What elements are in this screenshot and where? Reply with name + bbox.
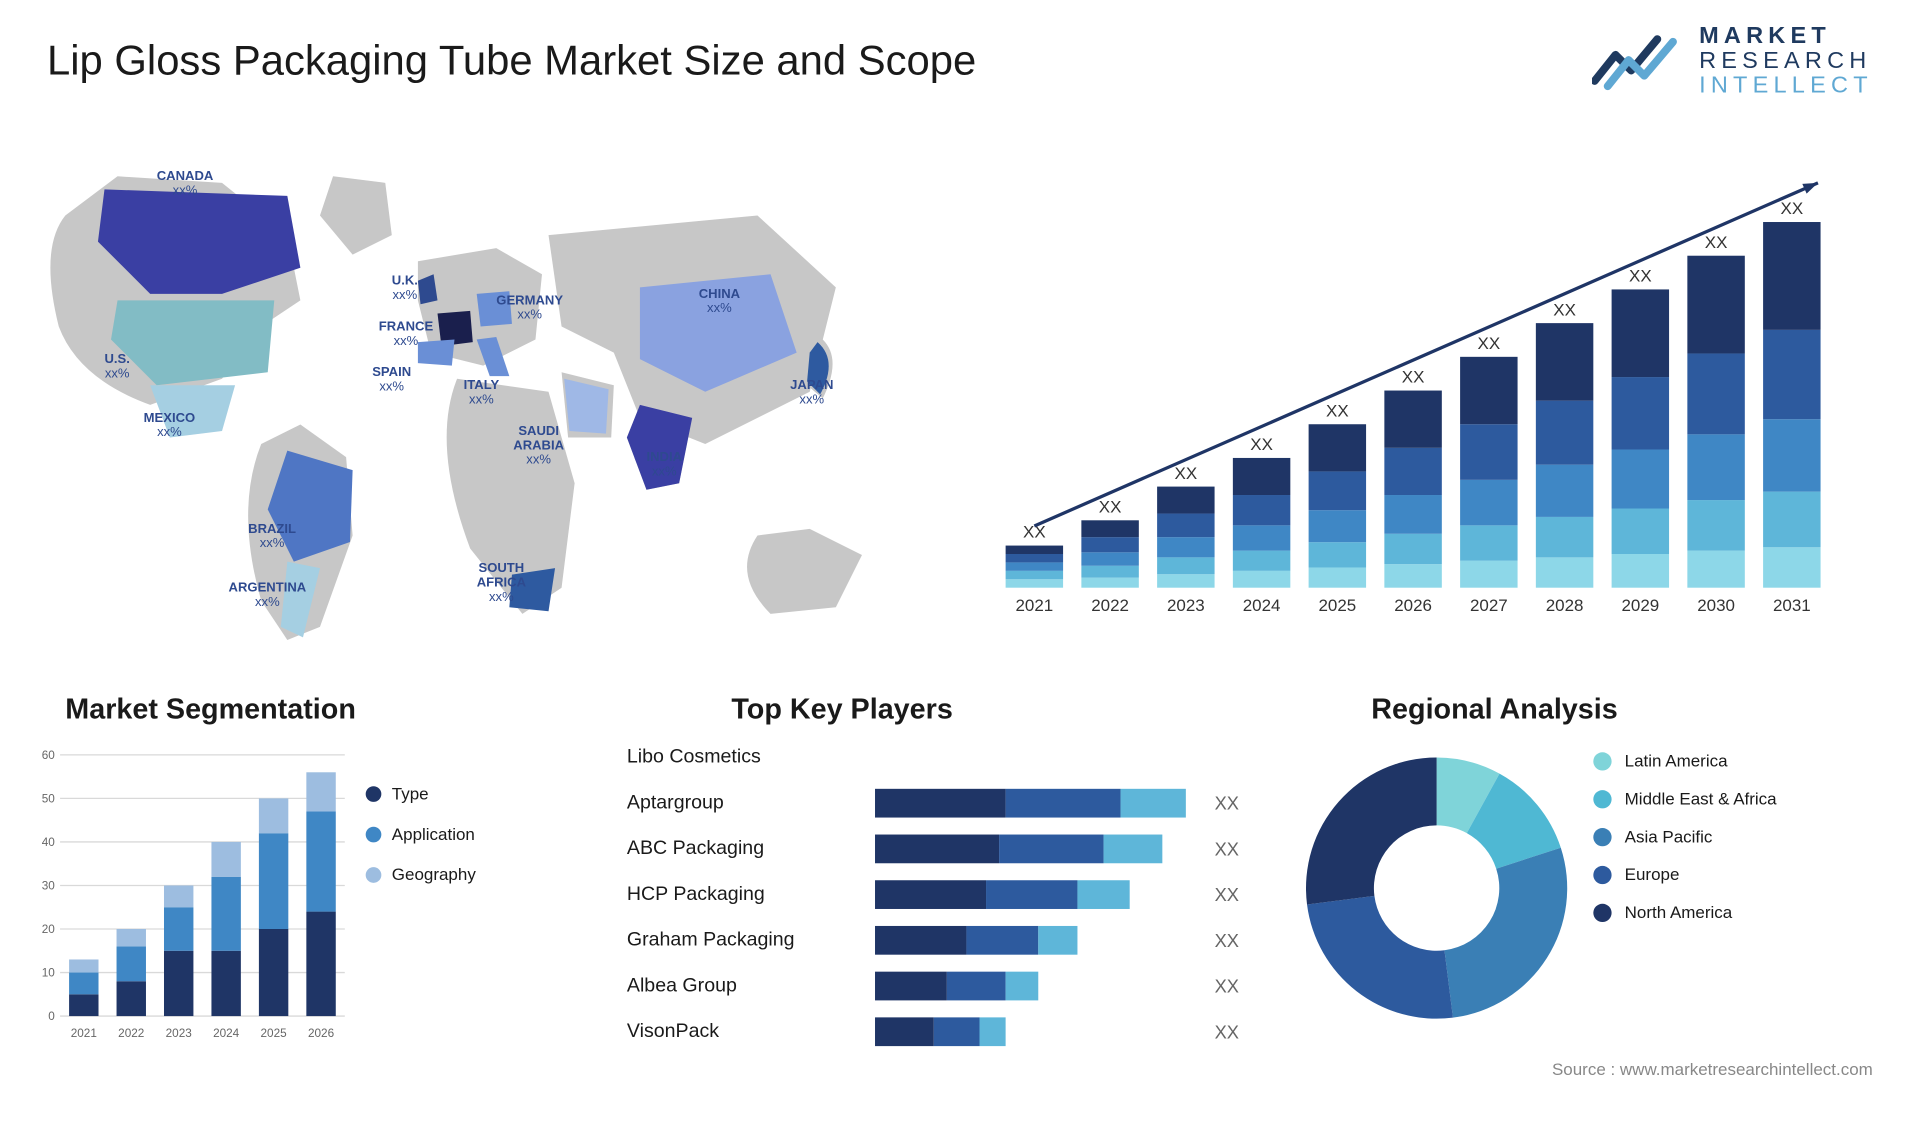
svg-text:XX: XX (1099, 497, 1122, 516)
map-label: SAUDIARABIAxx% (513, 424, 564, 467)
map-label: ARGENTINAxx% (229, 581, 307, 610)
player-row: Libo Cosmetics (627, 738, 1254, 776)
segmentation-title: Market Segmentation (65, 692, 356, 726)
source-attribution: Source : www.marketresearchintellect.com (1552, 1059, 1873, 1079)
market-size-chart: XX 2021 XX 2022 XX 2023 XX 2024 XX 2025 XX 2026 XX 20… (993, 157, 1829, 627)
world-map: CANADAxx% U.S.xx% MEXICOxx% BRAZILxx% ARGENT… (26, 144, 940, 666)
player-label: Libo Cosmetics (627, 746, 875, 768)
svg-text:XX: XX (1250, 435, 1273, 454)
map-label: FRANCExx% (379, 320, 433, 349)
player-row: AptargroupXX (627, 784, 1254, 822)
player-row: VisonPackXX (627, 1012, 1254, 1050)
map-label: CHINAxx% (699, 287, 740, 316)
segmentation-chart: 0 10 20 30 40 50 60 2021 2022 2023 2024 2025 2026 (26, 744, 353, 1044)
legend-item: Latin America (1593, 751, 1776, 771)
map-label: ITALYxx% (464, 379, 500, 408)
page-title: Lip Gloss Packaging Tube Market Size and… (47, 37, 976, 85)
legend-item: Asia Pacific (1593, 827, 1776, 847)
player-row: HCP PackagingXX (627, 875, 1254, 913)
svg-text:2026: 2026 (308, 1027, 335, 1040)
svg-text:2021: 2021 (71, 1027, 97, 1040)
map-label: CANADAxx% (157, 170, 214, 199)
player-label: Graham Packaging (627, 929, 875, 951)
svg-text:XX: XX (1175, 464, 1198, 483)
svg-text:2026: 2026 (1394, 596, 1432, 615)
svg-text:2029: 2029 (1621, 596, 1659, 615)
svg-text:10: 10 (42, 966, 56, 979)
svg-text:2025: 2025 (261, 1027, 288, 1040)
svg-text:XX: XX (1705, 233, 1728, 252)
logo-line3: INTELLECT (1699, 73, 1873, 98)
svg-text:2021: 2021 (1015, 596, 1053, 615)
player-label: Aptargroup (627, 791, 875, 813)
segmentation-legend: Type Application Geography (366, 784, 476, 905)
brand-logo: MARKET RESEARCH INTELLECT (1592, 24, 1873, 98)
svg-text:2023: 2023 (1167, 596, 1205, 615)
player-row: Albea GroupXX (627, 966, 1254, 1004)
map-label: GERMANYxx% (496, 294, 563, 323)
legend-item: Europe (1593, 865, 1776, 885)
logo-mark-icon (1592, 29, 1683, 92)
regional-legend: Latin America Middle East & Africa Asia Pa… (1593, 751, 1776, 940)
svg-text:2031: 2031 (1773, 596, 1811, 615)
player-row: Graham PackagingXX (627, 921, 1254, 959)
svg-text:XX: XX (1781, 199, 1804, 218)
svg-text:2024: 2024 (213, 1027, 240, 1040)
svg-text:XX: XX (1478, 334, 1501, 353)
svg-text:2027: 2027 (1470, 596, 1508, 615)
logo-line1: MARKET (1699, 24, 1873, 49)
legend-item: Middle East & Africa (1593, 789, 1776, 809)
svg-text:XX: XX (1553, 300, 1576, 319)
player-row: ABC PackagingXX (627, 829, 1254, 867)
svg-text:2022: 2022 (118, 1027, 144, 1040)
regional-donut (1293, 744, 1580, 1031)
map-label: U.K.xx% (392, 274, 418, 303)
map-label: U.S.xx% (104, 353, 129, 382)
legend-item: Geography (366, 865, 476, 885)
svg-text:XX: XX (1402, 368, 1425, 387)
svg-text:60: 60 (42, 749, 56, 762)
svg-text:20: 20 (42, 923, 56, 936)
svg-text:2022: 2022 (1091, 596, 1129, 615)
svg-text:XX: XX (1629, 267, 1652, 286)
map-label: MEXICOxx% (144, 411, 196, 440)
player-label: Albea Group (627, 974, 875, 996)
regional-title: Regional Analysis (1371, 692, 1617, 726)
map-label: BRAZILxx% (248, 522, 296, 551)
player-label: VisonPack (627, 1020, 875, 1042)
svg-text:30: 30 (42, 879, 56, 892)
players-title: Top Key Players (731, 692, 952, 726)
svg-text:2023: 2023 (166, 1027, 193, 1040)
svg-text:2028: 2028 (1546, 596, 1584, 615)
svg-text:XX: XX (1326, 401, 1349, 420)
logo-line2: RESEARCH (1699, 48, 1873, 73)
svg-text:0: 0 (48, 1010, 55, 1023)
map-label: INDIAxx% (646, 451, 682, 480)
players-chart: Libo Cosmetics AptargroupXX ABC PackagingX… (627, 738, 1254, 1058)
svg-text:50: 50 (42, 792, 56, 805)
svg-text:2025: 2025 (1318, 596, 1356, 615)
map-label: SOUTHAFRICAxx% (477, 562, 526, 605)
legend-item: Application (366, 824, 476, 844)
map-label: JAPANxx% (790, 379, 833, 408)
svg-text:40: 40 (42, 836, 56, 849)
svg-text:2030: 2030 (1697, 596, 1735, 615)
legend-item: Type (366, 784, 476, 804)
svg-text:2024: 2024 (1243, 596, 1281, 615)
map-label: SPAINxx% (372, 366, 411, 395)
player-label: ABC Packaging (627, 837, 875, 859)
legend-item: North America (1593, 902, 1776, 922)
player-label: HCP Packaging (627, 883, 875, 905)
